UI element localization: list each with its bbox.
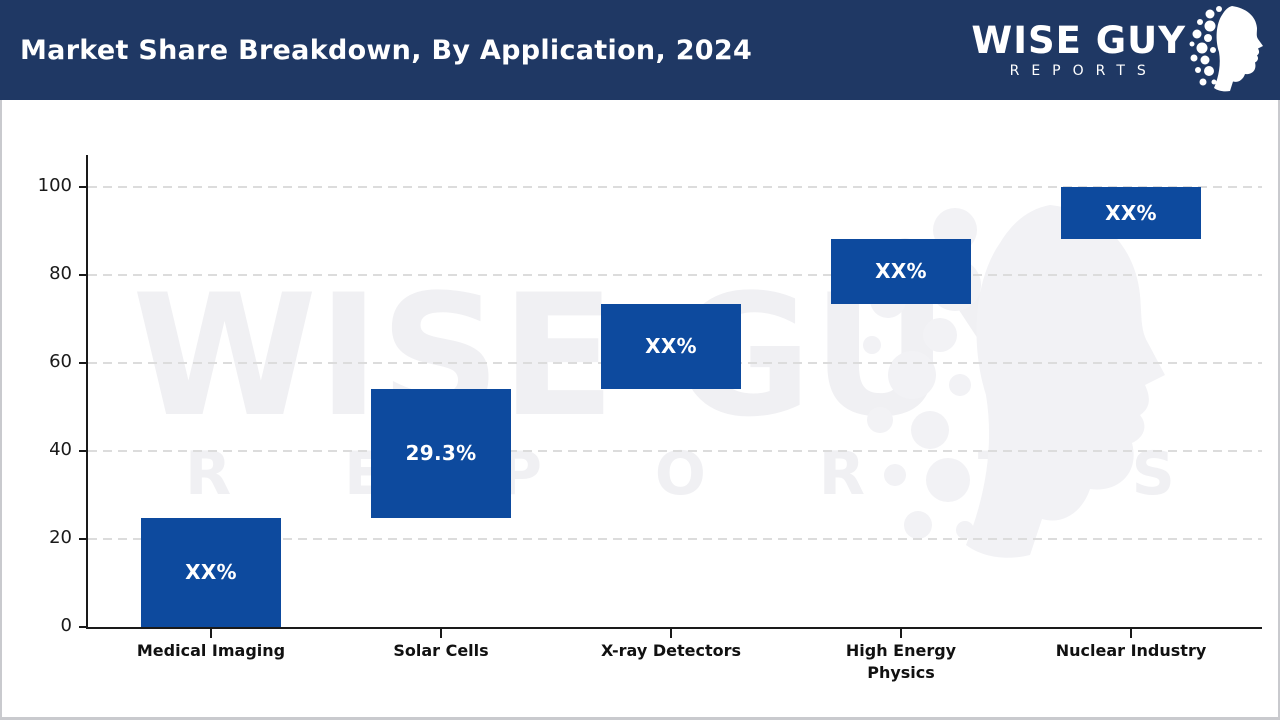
y-axis-tick xyxy=(79,362,87,364)
bar-x-ray-detectors: XX% xyxy=(601,304,741,389)
y-axis-tick xyxy=(79,450,87,452)
x-axis-tick xyxy=(210,629,212,638)
y-axis-tick xyxy=(79,538,87,540)
x-axis-category-line: Solar Cells xyxy=(393,641,489,660)
bar-high-energy-physics: XX% xyxy=(831,238,971,305)
y-axis-tick-label: 40 xyxy=(49,439,72,460)
logo-text: WISE GUY REPORTS xyxy=(971,18,1186,80)
logo-subtitle: REPORTS xyxy=(1009,62,1158,79)
x-axis-category-label: High Energy Physics xyxy=(786,640,1016,684)
y-axis-tick-label: 60 xyxy=(49,351,72,372)
wise-guy-logo: WISE GUY REPORTS xyxy=(971,4,1266,96)
gridline-y20 xyxy=(88,538,1262,540)
logo-wordmark: WISE GUY xyxy=(971,18,1186,62)
x-axis-tick xyxy=(900,629,902,638)
x-axis-category-line: X-ray Detectors xyxy=(600,641,742,660)
y-axis-tick-label: 80 xyxy=(49,263,72,284)
y-axis-tick-label: 0 xyxy=(60,615,72,636)
bar-value-label: XX% xyxy=(185,560,237,585)
x-axis-category-label: Medical Imaging xyxy=(96,640,326,662)
x-axis-category-line: Physics xyxy=(867,663,935,682)
x-axis-tick xyxy=(440,629,442,638)
x-axis-category-label: Nuclear Industry xyxy=(1016,640,1246,662)
logo-face-icon xyxy=(1188,4,1266,96)
bar-value-label: XX% xyxy=(1105,200,1157,225)
gridline-y100 xyxy=(88,186,1262,188)
bar-medical-imaging: XX% xyxy=(141,517,281,627)
bar-solar-cells: 29.3% xyxy=(371,388,511,518)
y-axis-spine xyxy=(86,155,88,629)
y-axis-tick xyxy=(79,186,87,188)
x-axis-category-label: X-ray Detectors xyxy=(556,640,786,662)
bar-nuclear-industry: XX% xyxy=(1061,187,1201,239)
x-axis-tick xyxy=(1130,629,1132,638)
bar-value-label: XX% xyxy=(645,334,697,359)
x-axis-category-label: Solar Cells xyxy=(326,640,556,662)
bar-value-label: 29.3% xyxy=(405,441,477,466)
gridline-y40 xyxy=(88,450,1262,452)
page-title: Market Share Breakdown, By Application, … xyxy=(20,34,753,66)
x-axis-category-line: High Energy xyxy=(845,641,957,660)
bar-value-label: XX% xyxy=(875,259,927,284)
y-axis-tick xyxy=(79,626,87,628)
y-axis-tick-label: 20 xyxy=(49,527,72,548)
x-axis-tick xyxy=(670,629,672,638)
header-bar: Market Share Breakdown, By Application, … xyxy=(0,0,1280,100)
x-axis-spine xyxy=(86,627,1262,629)
x-axis-category-line: Medical Imaging xyxy=(136,641,286,660)
gridline-y80 xyxy=(88,274,1262,276)
x-axis-category-line: Nuclear Industry xyxy=(1055,641,1207,660)
y-axis-tick-label: 100 xyxy=(37,175,72,196)
y-axis-tick xyxy=(79,274,87,276)
